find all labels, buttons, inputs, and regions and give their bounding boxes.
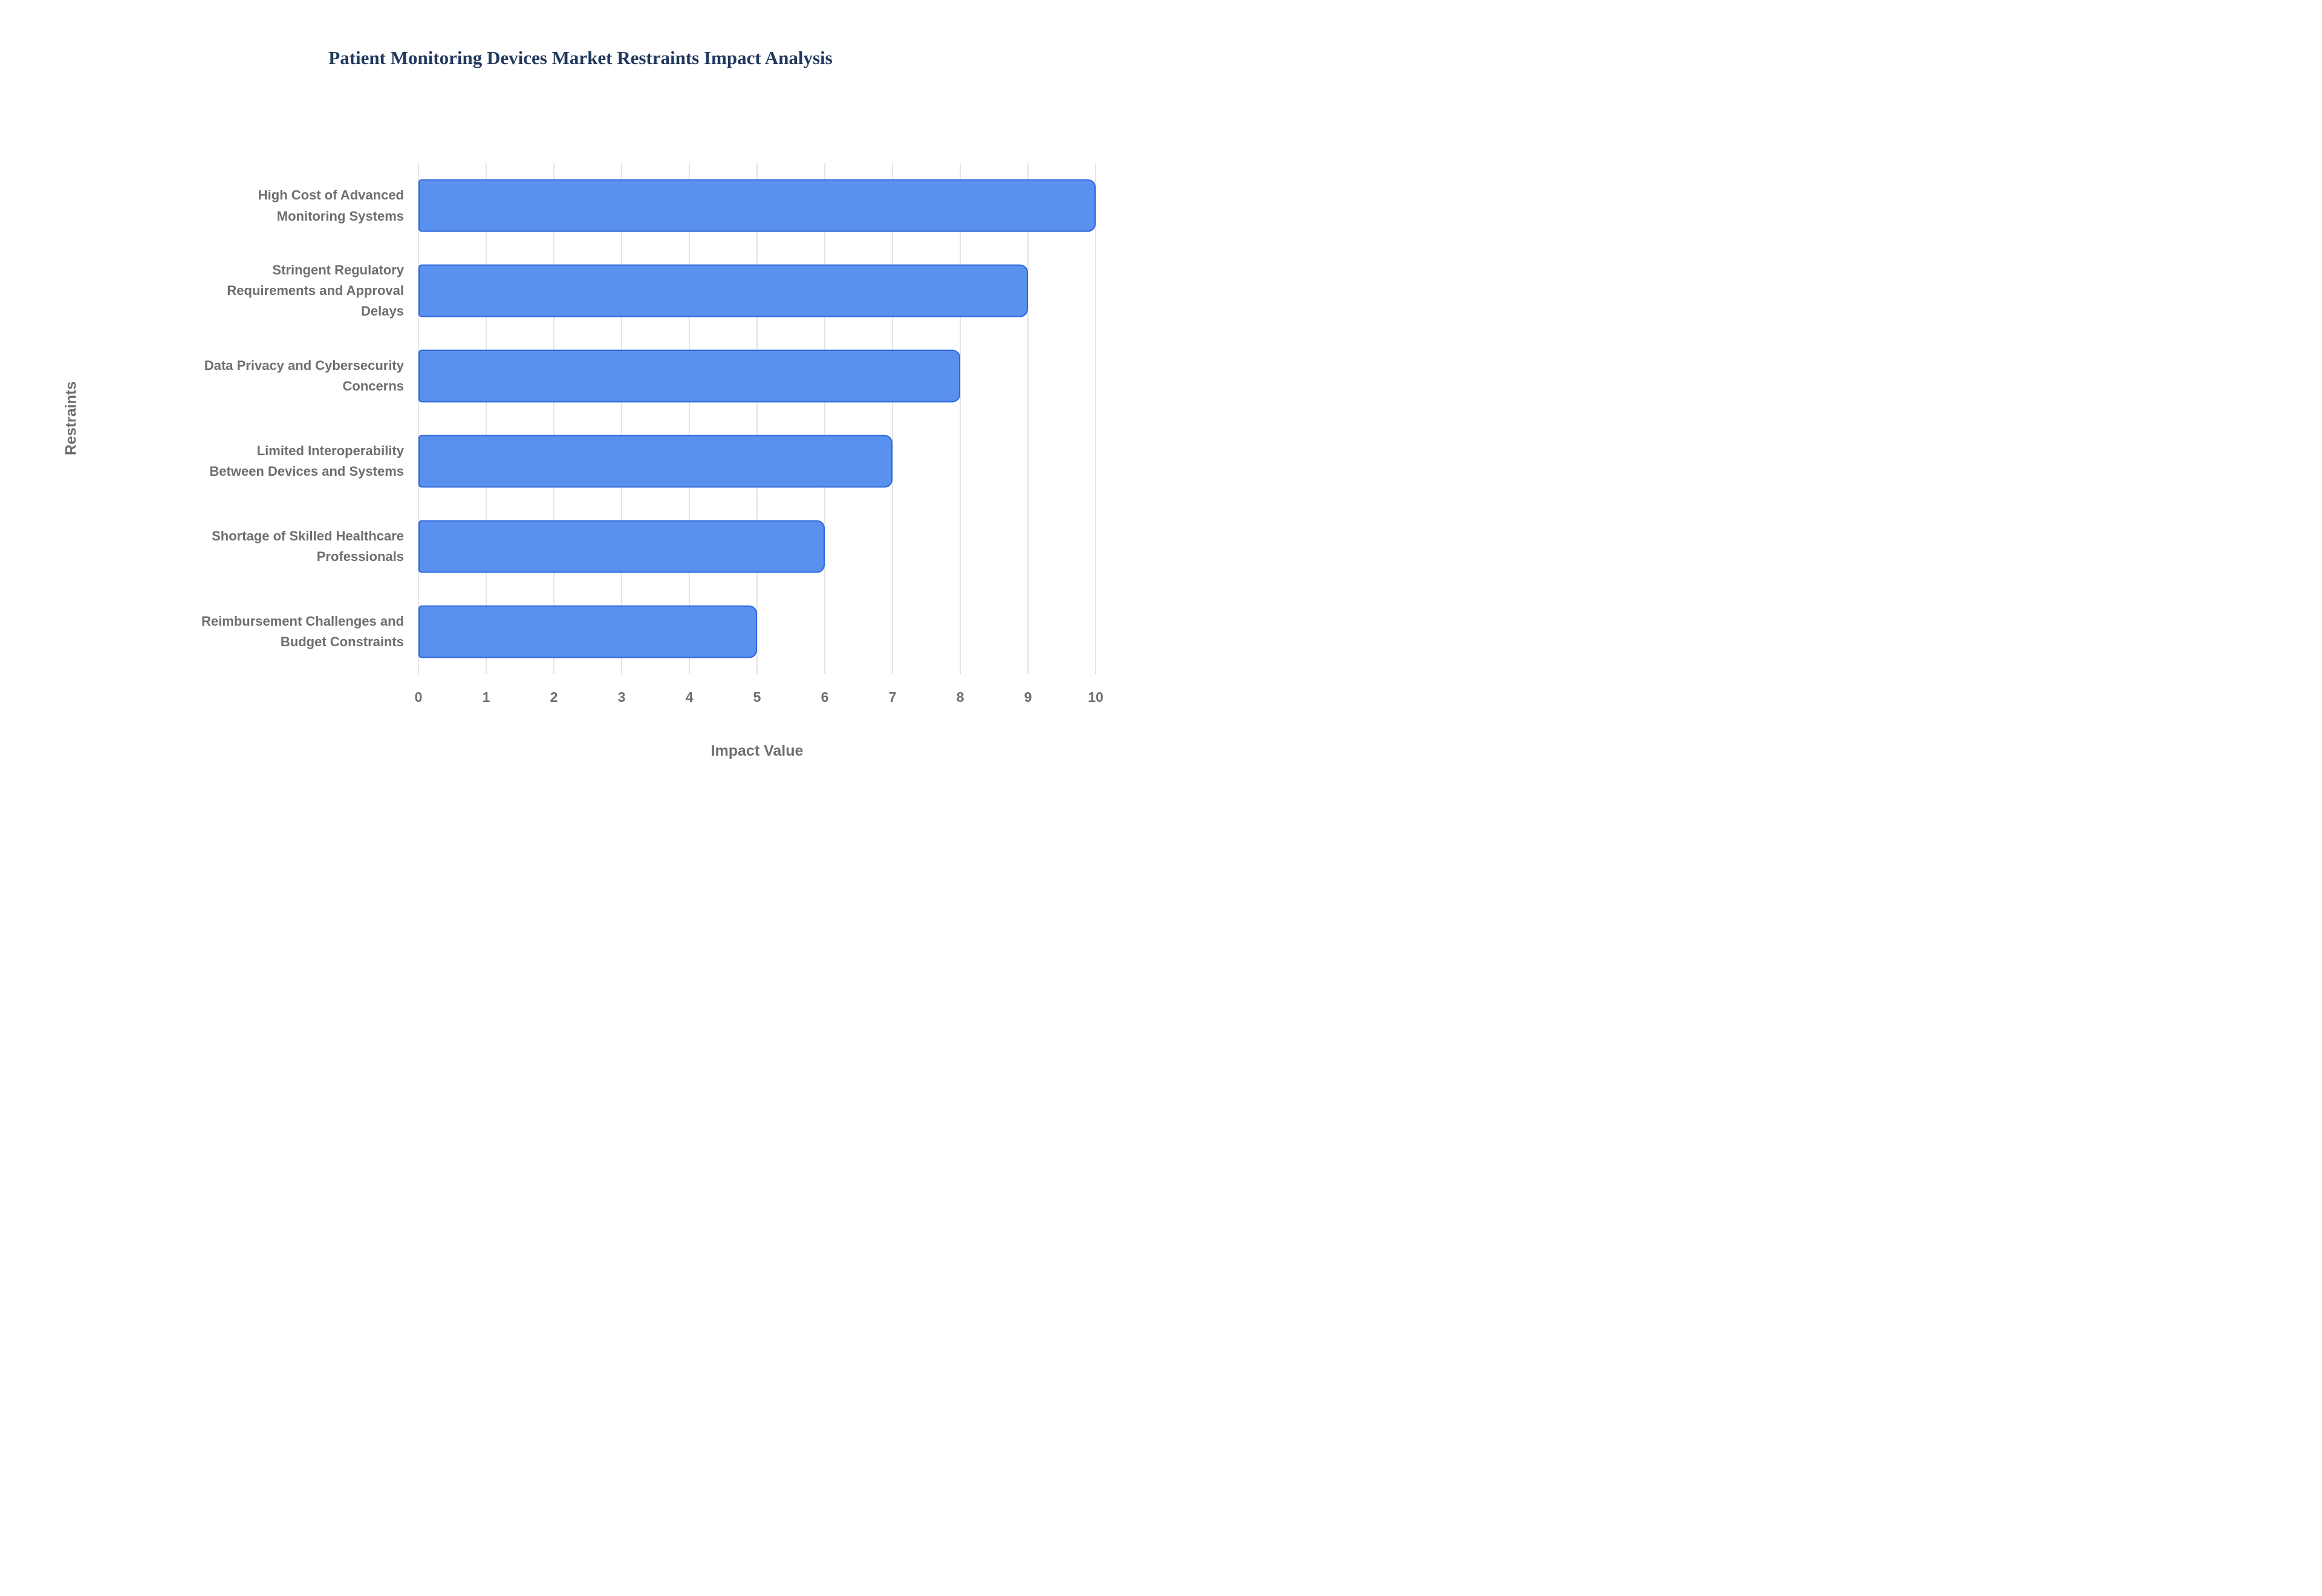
bar [418,179,1096,232]
x-tick-label: 9 [1024,689,1032,705]
gridline [486,163,487,674]
x-tick-label: 10 [1088,689,1104,705]
bar-row [418,163,1101,248]
chart-title: Patient Monitoring Devices Market Restra… [328,47,833,68]
bar-row [418,589,1101,674]
bar-row [418,504,1101,589]
x-tick-label: 4 [685,689,694,705]
x-axis-ticks: 0 1 2 3 4 5 6 7 8 9 10 [414,689,1104,713]
bar-row [418,248,1101,334]
x-tick-label: 0 [414,689,423,705]
gridline [621,163,622,674]
x-tick-label: 5 [753,689,761,705]
bar-row [418,419,1101,504]
x-tick-label: 2 [550,689,558,705]
gridline [553,163,554,674]
x-tick-label: 1 [482,689,490,705]
x-tick-label: 8 [956,689,964,705]
gridline [824,163,825,674]
bar-row [418,334,1101,419]
bar [418,520,825,573]
y-tick-label: High Cost of Advanced Monitoring Systems [258,187,404,224]
y-tick-label: Data Privacy and Cybersecurity Concerns [204,357,404,394]
bar [418,435,893,488]
y-tick-label: Reimbursement Challenges and Budget Cons… [201,613,404,649]
bar [418,349,960,403]
bar-chart-figure: Patient Monitoring Devices Market Restra… [0,0,1161,798]
x-tick-label: 3 [617,689,626,705]
gridline [756,163,758,674]
x-axis-title: Impact Value [711,742,804,759]
y-tick-label: Limited Interoperability Between Devices… [209,443,404,479]
y-tick-label: Stringent Regulatory Requirements and Ap… [227,262,404,319]
x-tick-label: 6 [821,689,829,705]
bar [418,605,757,658]
gridline [1095,163,1096,674]
y-axis-labels: High Cost of Advanced Monitoring Systems… [142,163,404,674]
gridline [960,163,961,674]
y-axis-title: Restraints [62,381,80,456]
y-axis-line [418,163,419,674]
gridline [689,163,690,674]
x-tick-label: 7 [888,689,897,705]
plot-area [418,163,1101,674]
y-tick-label: Shortage of Skilled Healthcare Professio… [212,528,404,564]
gridline [1027,163,1029,674]
bar [418,264,1028,317]
gridline [892,163,893,674]
